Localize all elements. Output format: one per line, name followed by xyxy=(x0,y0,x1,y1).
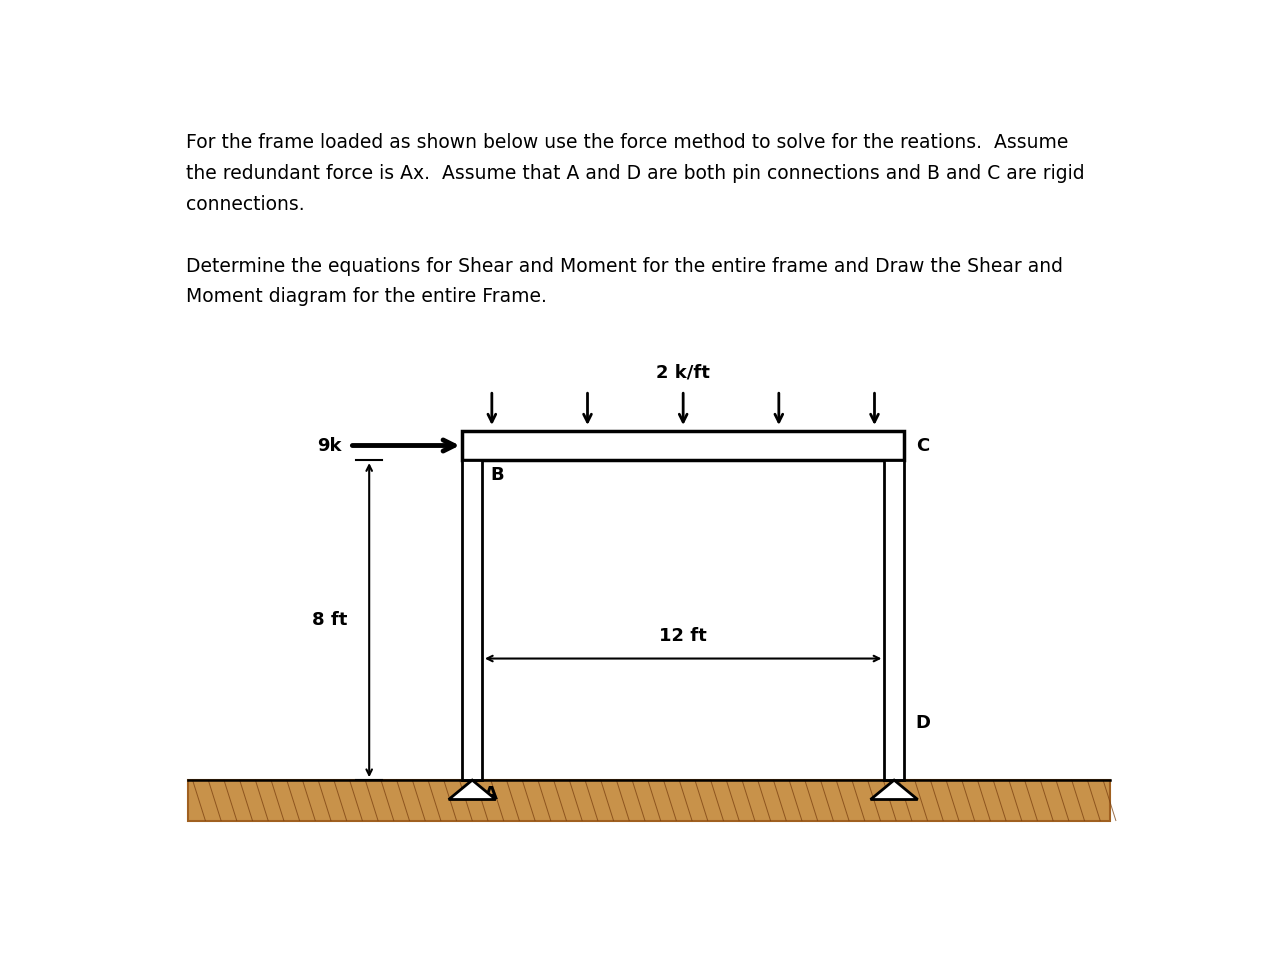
Text: the redundant force is Ax.  Assume that A and D are both pin connections and B a: the redundant force is Ax. Assume that A… xyxy=(186,164,1085,182)
Text: For the frame loaded as shown below use the force method to solve for the reatio: For the frame loaded as shown below use … xyxy=(186,133,1069,152)
Text: 2 k/ft: 2 k/ft xyxy=(656,364,710,382)
Text: 9k: 9k xyxy=(318,436,342,455)
Text: 8 ft: 8 ft xyxy=(313,611,348,629)
Polygon shape xyxy=(871,780,918,799)
Bar xyxy=(462,431,904,460)
Text: A: A xyxy=(484,784,498,802)
Bar xyxy=(884,460,904,780)
Text: C: C xyxy=(915,436,929,455)
Bar xyxy=(187,780,1110,820)
Polygon shape xyxy=(448,780,496,799)
Text: D: D xyxy=(915,713,931,732)
Text: 12 ft: 12 ft xyxy=(660,627,706,646)
Text: Moment diagram for the entire Frame.: Moment diagram for the entire Frame. xyxy=(186,287,547,307)
Text: connections.: connections. xyxy=(186,195,304,214)
Bar xyxy=(462,460,482,780)
Text: B: B xyxy=(490,466,504,484)
Text: Determine the equations for Shear and Moment for the entire frame and Draw the S: Determine the equations for Shear and Mo… xyxy=(186,257,1062,276)
